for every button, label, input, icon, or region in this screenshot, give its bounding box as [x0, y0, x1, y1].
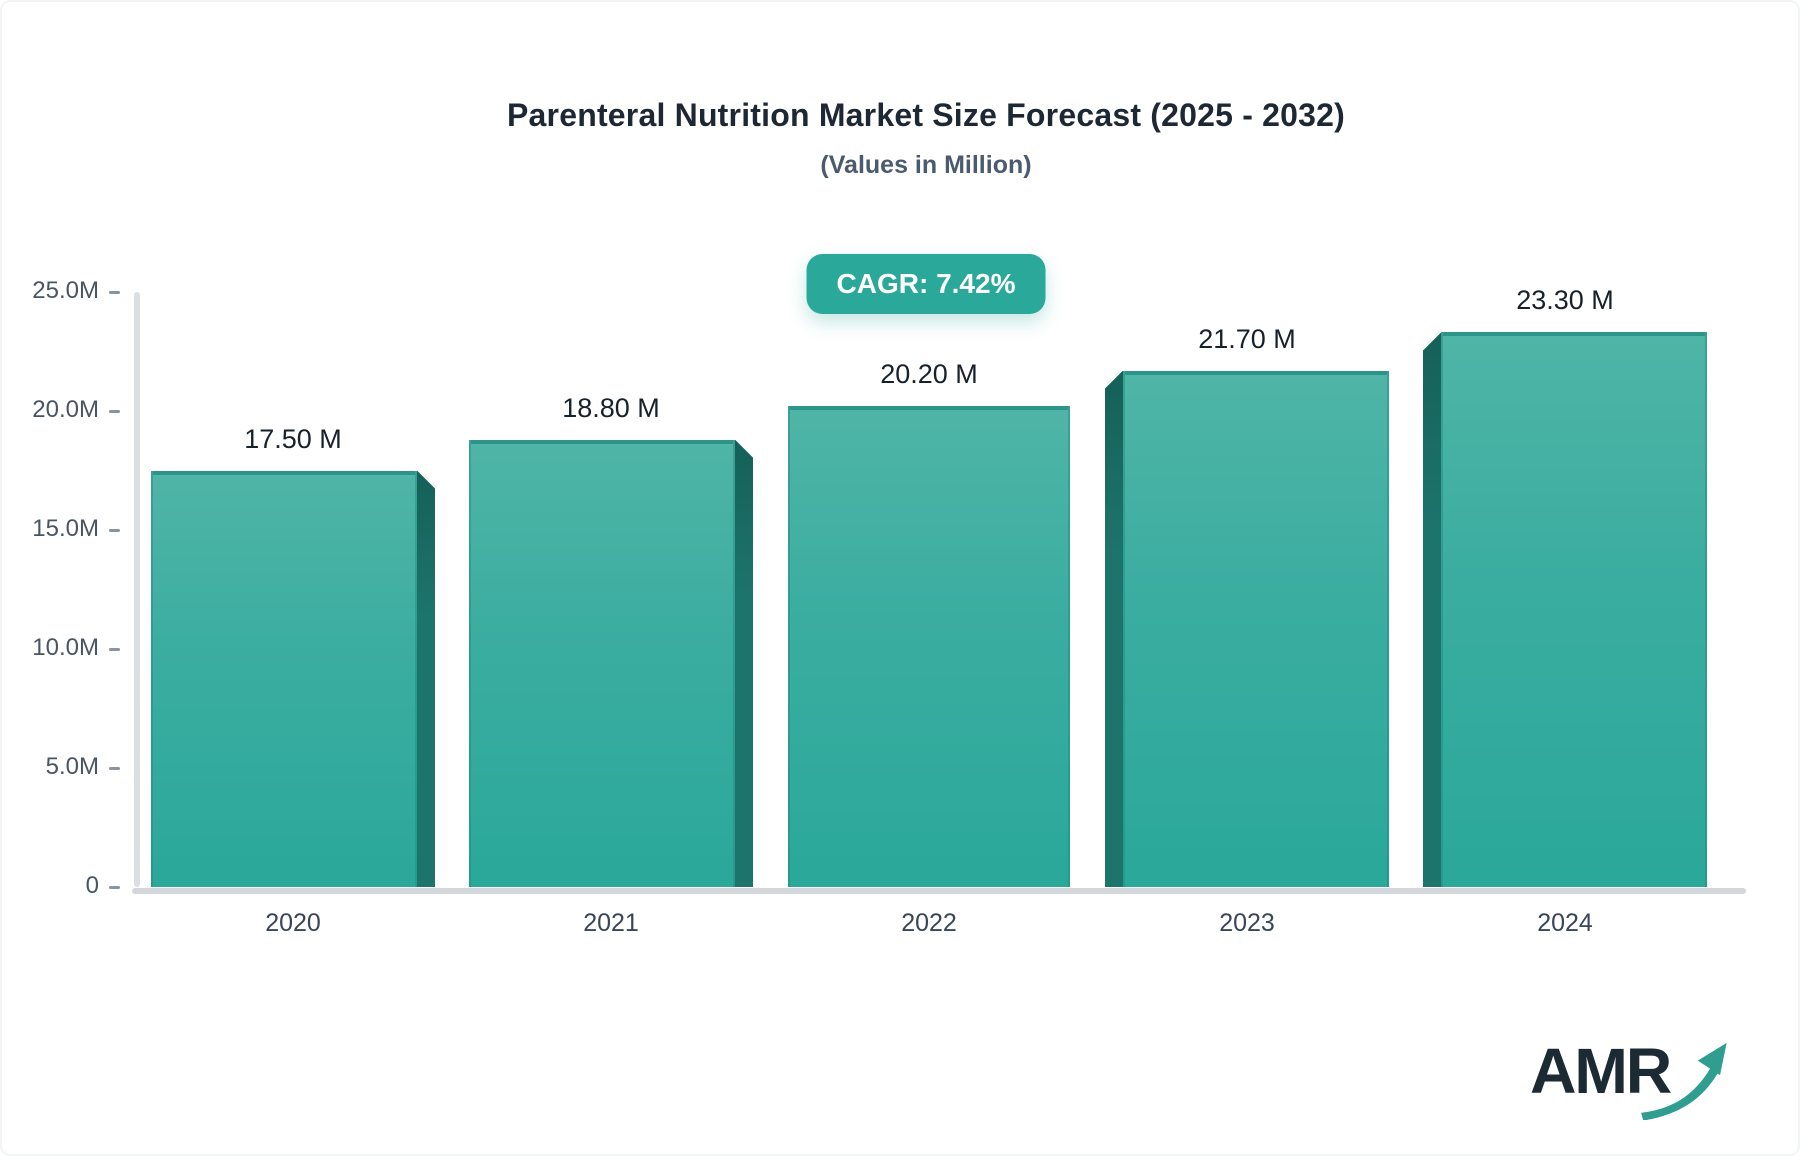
bar-face [788, 406, 1070, 887]
y-tick-dash [109, 648, 120, 651]
y-tick-dash [109, 886, 120, 889]
x-axis-label: 2021 [583, 909, 639, 937]
bar-slot-2021: 18.80 M 2021 [452, 292, 770, 937]
bar-value-label: 20.20 M [880, 359, 978, 390]
bar-value-label: 23.30 M [1516, 285, 1614, 316]
bar-top-edge [1125, 370, 1387, 375]
bar-2021 [469, 439, 753, 887]
bar-top-edge [1443, 332, 1705, 337]
bar-slot-2020: 17.50 M 2020 [134, 292, 452, 937]
bar-2023 [1105, 370, 1389, 887]
y-tick-dash [109, 767, 120, 770]
trend-up-arrow-icon [1641, 1042, 1727, 1121]
y-axis-line [134, 292, 140, 887]
bar-3d-side [735, 439, 753, 887]
chart-subtitle: (Values in Million) [820, 151, 1032, 179]
y-tick-label: 25.0M [32, 277, 99, 304]
x-axis-label: 2020 [265, 909, 321, 937]
chart-title: Parenteral Nutrition Market Size Forecas… [507, 97, 1345, 133]
cagr-badge: CAGR: 7.42% [806, 254, 1046, 314]
y-tick-label: 20.0M [32, 396, 99, 423]
bar-top-edge [471, 439, 733, 444]
bar-face [1441, 332, 1707, 887]
y-tick-label: 0 [85, 872, 99, 899]
y-tick-label: 5.0M [45, 753, 99, 780]
x-axis-line [132, 888, 1746, 894]
bar-face [151, 470, 417, 887]
bar-2024 [1423, 332, 1707, 887]
y-tick-dash [109, 291, 120, 294]
bar-top-edge [153, 470, 415, 475]
bar-3d-side [1423, 332, 1441, 887]
y-tick-label: 15.0M [32, 515, 99, 542]
bar-value-label: 18.80 M [562, 392, 660, 423]
bar-3d-side [1105, 370, 1123, 887]
y-tick-label: 10.0M [32, 634, 99, 661]
bar-value-label: 21.70 M [1198, 323, 1296, 354]
logo-text: AMR [1530, 1035, 1672, 1107]
bar-face [469, 439, 735, 887]
bar-2022 [788, 406, 1070, 887]
bar-face [1123, 370, 1389, 887]
x-axis-label: 2023 [1219, 909, 1275, 937]
amr-logo: AMR [1530, 1028, 1730, 1125]
bar-top-edge [790, 406, 1068, 411]
plot-area: 0 5.0M 10.0M 15.0M 20.0M 25.0M 17.50 M 2020 18.… [32, 277, 1746, 937]
x-axis-label: 2022 [901, 909, 957, 937]
y-tick-dash [109, 410, 120, 413]
y-tick-dash [109, 529, 120, 532]
bar-slot-2022: 20.20 M 2022 [770, 292, 1088, 937]
bar-3d-side [417, 470, 435, 887]
bar-value-label: 17.50 M [244, 423, 342, 454]
bar-2020 [151, 470, 435, 887]
x-axis-label: 2024 [1537, 909, 1593, 937]
bar-slot-2023: 21.70 M 2023 [1088, 292, 1406, 937]
bar-slot-2024: 23.30 M 2024 [1406, 285, 1724, 937]
